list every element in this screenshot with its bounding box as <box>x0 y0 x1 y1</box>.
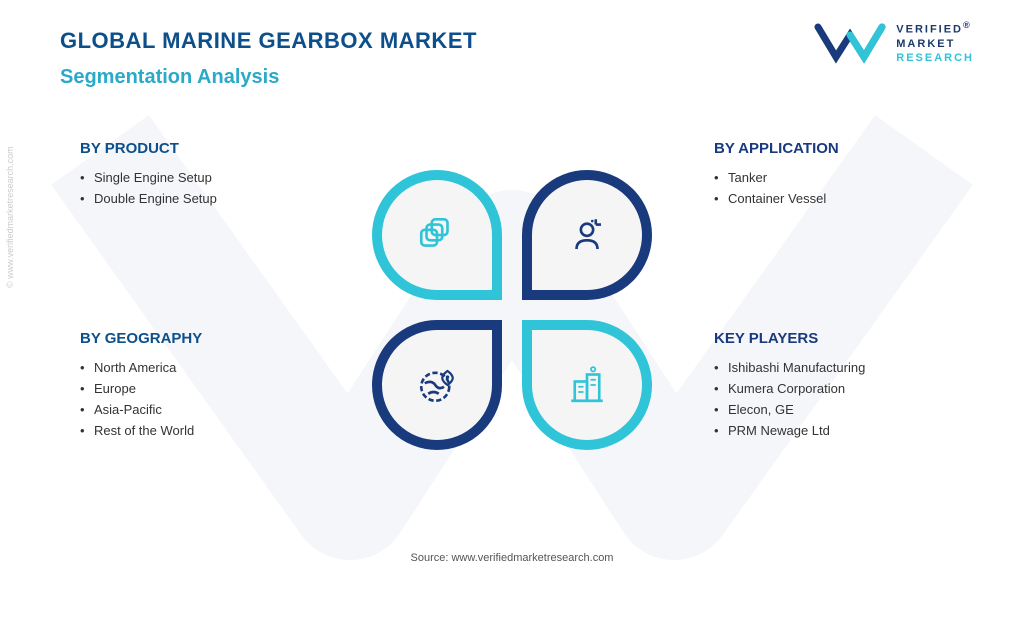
petal-diagram <box>372 170 652 450</box>
list-item: Double Engine Setup <box>80 188 330 209</box>
list-item: Container Vessel <box>714 188 964 209</box>
petal-players <box>522 320 652 450</box>
segment-heading: BY GEOGRAPHY <box>80 330 330 347</box>
petal-geography <box>372 320 502 450</box>
globe-icon <box>416 364 458 406</box>
list-item: Single Engine Setup <box>80 167 330 188</box>
segment-geography: BY GEOGRAPHY North America Europe Asia-P… <box>80 330 330 441</box>
list-item: Asia-Pacific <box>80 399 330 420</box>
logo-mark-icon <box>814 21 886 65</box>
list-item: Ishibashi Manufacturing <box>714 357 964 378</box>
list-item: Elecon, GE <box>714 399 964 420</box>
petal-product <box>372 170 502 300</box>
source-citation: Source: www.verifiedmarketresearch.com <box>411 552 614 564</box>
segment-heading: BY PRODUCT <box>80 140 330 157</box>
logo-text: VERIFIED® MARKET RESEARCH <box>896 20 974 66</box>
brand-logo: VERIFIED® MARKET RESEARCH <box>814 20 974 66</box>
layers-icon <box>416 214 458 256</box>
petal-application <box>522 170 652 300</box>
segment-list: North America Europe Asia-Pacific Rest o… <box>80 357 330 441</box>
list-item: Kumera Corporation <box>714 378 964 399</box>
list-item: Rest of the World <box>80 420 330 441</box>
segment-heading: BY APPLICATION <box>714 140 964 157</box>
list-item: Europe <box>80 378 330 399</box>
header: GLOBAL MARINE GEARBOX MARKET Segmentatio… <box>60 28 477 89</box>
segment-players: KEY PLAYERS Ishibashi Manufacturing Kume… <box>714 330 964 441</box>
page-subtitle: Segmentation Analysis <box>60 66 477 89</box>
segment-application: BY APPLICATION Tanker Container Vessel <box>714 140 964 209</box>
segment-product: BY PRODUCT Single Engine Setup Double En… <box>80 140 330 209</box>
list-item: Tanker <box>714 167 964 188</box>
side-watermark: © www.verifiedmarketresearch.com <box>5 146 15 288</box>
segment-list: Single Engine Setup Double Engine Setup <box>80 167 330 209</box>
person-icon <box>566 214 608 256</box>
segment-list: Tanker Container Vessel <box>714 167 964 209</box>
list-item: PRM Newage Ltd <box>714 420 964 441</box>
list-item: North America <box>80 357 330 378</box>
segment-heading: KEY PLAYERS <box>714 330 964 347</box>
page-title: GLOBAL MARINE GEARBOX MARKET <box>60 28 477 54</box>
segment-list: Ishibashi Manufacturing Kumera Corporati… <box>714 357 964 441</box>
building-icon <box>566 364 608 406</box>
